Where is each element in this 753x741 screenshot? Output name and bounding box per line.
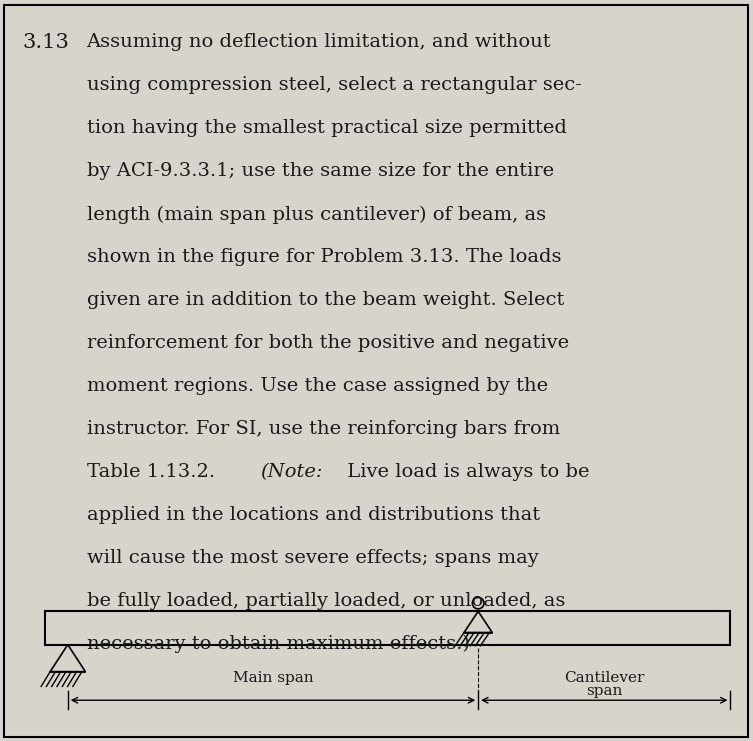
Text: (Note:: (Note: <box>260 463 322 481</box>
Text: instructor. For SI, use the reinforcing bars from: instructor. For SI, use the reinforcing … <box>87 420 559 438</box>
Text: 3.13: 3.13 <box>23 33 69 53</box>
Text: reinforcement for both the positive and negative: reinforcement for both the positive and … <box>87 334 569 352</box>
Text: Cantilever: Cantilever <box>564 671 645 685</box>
Text: Table 1.13.2.: Table 1.13.2. <box>87 463 221 481</box>
Text: moment regions. Use the case assigned by the: moment regions. Use the case assigned by… <box>87 377 547 395</box>
Text: tion having the smallest practical size permitted: tion having the smallest practical size … <box>87 119 566 137</box>
Text: applied in the locations and distributions that: applied in the locations and distributio… <box>87 506 540 524</box>
Text: Main span: Main span <box>233 671 313 685</box>
Text: will cause the most severe effects; spans may: will cause the most severe effects; span… <box>87 549 538 567</box>
Text: shown in the figure for Problem 3.13. The loads: shown in the figure for Problem 3.13. Th… <box>87 248 561 266</box>
Text: Assuming no deflection limitation, and without: Assuming no deflection limitation, and w… <box>87 33 551 51</box>
Text: using compression steel, select a rectangular sec-: using compression steel, select a rectan… <box>87 76 581 94</box>
Text: length (main span plus cantilever) of beam, as: length (main span plus cantilever) of be… <box>87 205 546 224</box>
Text: Live load is always to be: Live load is always to be <box>340 463 589 481</box>
Text: necessary to obtain maximum effects.): necessary to obtain maximum effects.) <box>87 635 469 654</box>
Text: span: span <box>586 684 623 697</box>
Text: by ACI-9.3.3.1; use the same size for the entire: by ACI-9.3.3.1; use the same size for th… <box>87 162 553 180</box>
Text: given are in addition to the beam weight. Select: given are in addition to the beam weight… <box>87 291 564 309</box>
Text: be fully loaded, partially loaded, or unloaded, as: be fully loaded, partially loaded, or un… <box>87 592 565 610</box>
